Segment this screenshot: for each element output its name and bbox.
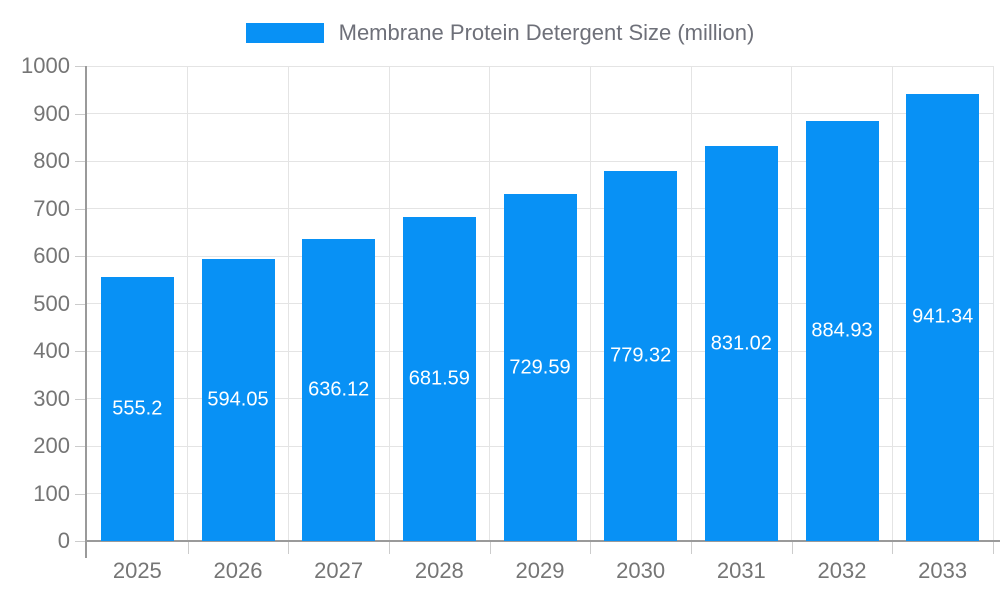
legend-label: Membrane Protein Detergent Size (million… (338, 20, 755, 45)
bar-2029[interactable]: 729.59 (503, 194, 577, 541)
x-axis-tick (892, 542, 894, 554)
v-gridline (187, 66, 189, 541)
x-axis-label: 2030 (616, 558, 666, 583)
v-gridline (992, 66, 994, 541)
bar-value-label: 779.32 (610, 344, 672, 367)
bar-2026[interactable]: 594.05 (201, 258, 275, 541)
bar-value-label: 681.59 (408, 367, 470, 390)
y-axis-label: 300 (33, 385, 70, 411)
x-axis-label: 2027 (314, 558, 364, 583)
v-gridline (589, 66, 591, 541)
legend-swatch (245, 23, 324, 43)
v-gridline (791, 66, 793, 541)
y-axis-tick (75, 256, 86, 257)
x-axis-tick (691, 542, 692, 554)
y-axis-label: 500 (33, 290, 70, 316)
x-axis-label: 2025 (112, 558, 162, 583)
x-axis-label: 2032 (817, 558, 867, 583)
x-axis-tick (993, 542, 994, 554)
x-axis-label: 2033 (918, 558, 968, 583)
y-axis-line (85, 66, 87, 558)
h-gridline (87, 65, 993, 67)
x-axis-tick (791, 542, 793, 554)
y-axis-label: 700 (33, 195, 70, 221)
y-axis-tick (75, 66, 86, 67)
bar-2027[interactable]: 636.12 (302, 238, 376, 541)
y-axis-label: 600 (33, 243, 70, 268)
bar-2025[interactable]: 555.2 (100, 277, 174, 541)
y-axis-label: 400 (33, 338, 70, 363)
bar-2032[interactable]: 884.93 (805, 120, 879, 541)
y-axis-label: 200 (33, 433, 70, 458)
x-axis-label: 2031 (716, 558, 766, 583)
bar-2033[interactable]: 941.34 (906, 93, 980, 541)
bar-value-label: 941.34 (912, 305, 974, 328)
y-axis-tick (75, 351, 86, 352)
y-axis-label: 1000 (21, 53, 70, 78)
y-axis-label: 100 (33, 480, 70, 506)
x-axis-tick (590, 542, 592, 554)
v-gridline (489, 66, 491, 541)
bar-value-label: 729.59 (509, 356, 571, 379)
y-axis-tick (75, 446, 86, 447)
bar-value-label: 884.93 (811, 319, 873, 342)
x-axis-tick (389, 542, 390, 554)
bar-2031[interactable]: 831.02 (704, 146, 778, 541)
bar-2028[interactable]: 681.59 (402, 217, 476, 541)
x-axis-tick (187, 542, 189, 554)
y-axis-label: 800 (33, 148, 70, 173)
h-gridline (87, 160, 993, 162)
y-axis-tick (75, 398, 86, 400)
h-gridline (87, 113, 993, 114)
y-axis-tick (75, 493, 86, 495)
chart-legend[interactable]: Membrane Protein Detergent Size (million… (0, 20, 1000, 46)
x-axis-label: 2028 (414, 558, 464, 583)
x-axis-tick (489, 542, 491, 554)
v-gridline (388, 66, 390, 541)
y-axis-tick (75, 208, 86, 210)
y-axis-tick (75, 541, 86, 542)
y-axis-tick (75, 161, 86, 162)
bar-value-label: 555.2 (112, 397, 163, 420)
x-axis-tick (288, 542, 290, 554)
bar-2030[interactable]: 779.32 (604, 170, 678, 541)
v-gridline (287, 66, 289, 541)
bar-value-label: 636.12 (308, 378, 370, 401)
y-axis-label: 0 (57, 528, 70, 553)
y-axis-label: 900 (33, 100, 70, 126)
x-axis-label: 2029 (515, 558, 565, 583)
x-axis-label: 2026 (213, 558, 263, 583)
y-axis-tick (75, 303, 86, 305)
v-gridline (891, 66, 893, 541)
y-axis-tick (75, 113, 86, 115)
bar-value-label: 831.02 (710, 332, 772, 355)
x-axis-line (85, 540, 1000, 542)
v-gridline (690, 66, 692, 541)
bar-value-label: 594.05 (207, 388, 269, 411)
